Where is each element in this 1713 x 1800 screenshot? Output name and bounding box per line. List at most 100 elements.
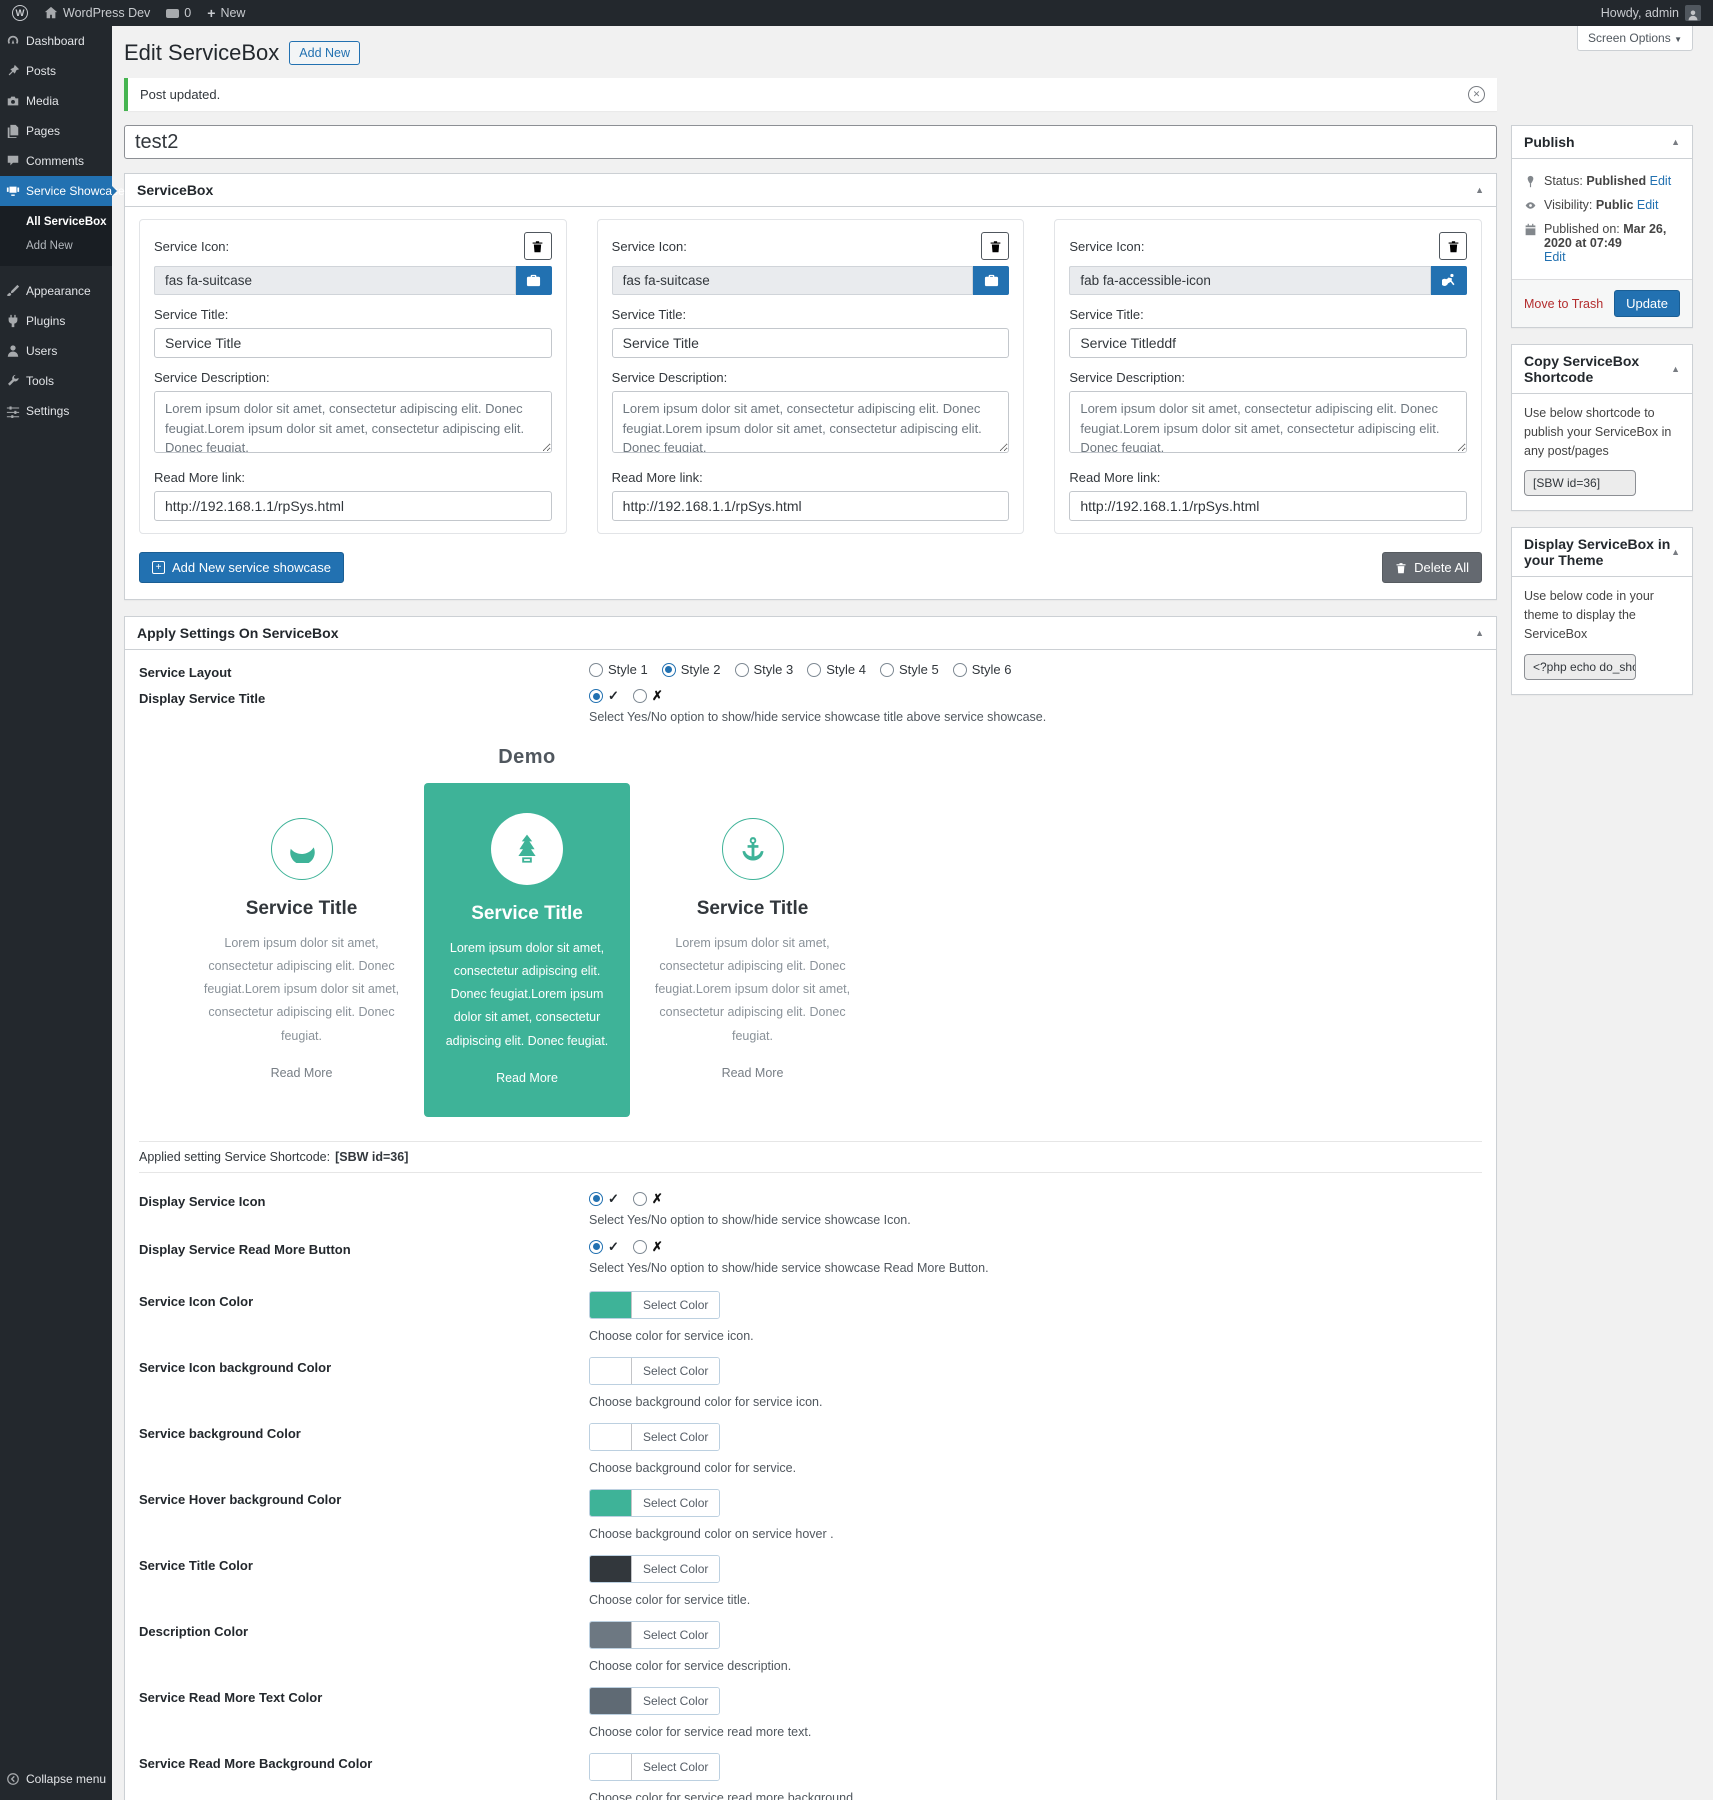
sidebar-item-tools[interactable]: Tools [0, 366, 112, 396]
user-icon [1688, 10, 1698, 21]
style-1-radio[interactable] [589, 662, 603, 677]
service-description-textarea[interactable]: Lorem ipsum dolor sit amet, consectetur … [154, 391, 552, 453]
demo-read-more-link[interactable]: Read More [270, 1065, 333, 1080]
delete-all-button[interactable]: Delete All [1382, 552, 1482, 583]
sidebar-item-settings[interactable]: Settings [0, 396, 112, 426]
service-title-input[interactable] [611, 328, 1010, 358]
plug-icon [8, 314, 18, 328]
color-picker-button[interactable]: Select Color [589, 1554, 721, 1583]
collapse-toggle-icon[interactable]: ▲ [1671, 364, 1680, 374]
post-title-input[interactable] [124, 125, 1497, 159]
no-radio[interactable] [632, 689, 647, 703]
add-new-button[interactable]: Add New [289, 41, 361, 65]
service-icon-input[interactable] [1069, 266, 1432, 295]
dismiss-notice-icon[interactable]: ✕ [1468, 86, 1485, 103]
collapse-menu-button[interactable]: Collapse menu [0, 1764, 112, 1794]
sidebar-item-media[interactable]: Media [0, 86, 112, 116]
yes-radio[interactable] [589, 1239, 603, 1254]
style-3-radio[interactable] [734, 662, 749, 677]
page-title: Edit ServiceBox [124, 40, 280, 65]
color-picker-button[interactable]: Select Color [589, 1752, 721, 1781]
service-icon-color-row: Service Icon Color Select Color Choose c… [139, 1290, 1482, 1343]
edit-status-link[interactable]: Edit [1649, 174, 1672, 188]
published-value: Mar 26, 2020 at 07:49 [1544, 222, 1667, 250]
demo-card-desc: Lorem ipsum dolor sit amet, consectetur … [445, 941, 609, 1048]
sidebar-item-dashboard[interactable]: Dashboard [0, 26, 112, 56]
read-more-link-input[interactable] [611, 491, 1010, 521]
color-picker-button[interactable]: Select Color [589, 1356, 721, 1385]
publish-box: Publish ▲ Status: Published Edit Visibil… [1511, 125, 1693, 328]
avatar[interactable] [1685, 5, 1701, 21]
collapse-toggle-icon[interactable]: ▲ [1475, 185, 1484, 195]
sidebar-item-users[interactable]: Users [0, 336, 112, 366]
demo-read-more-link[interactable]: Read More [721, 1065, 784, 1080]
service-title-input[interactable] [154, 328, 552, 358]
sidebar-item-pages[interactable]: Pages [0, 116, 112, 146]
style-6-radio[interactable] [952, 662, 967, 677]
color-picker-button[interactable]: Select Color [589, 1488, 721, 1517]
demo-card-3: Service Title Lorem ipsum dolor sit amet… [640, 818, 865, 1082]
service-description-textarea[interactable]: Lorem ipsum dolor sit amet, consectetur … [1069, 391, 1468, 453]
icon-picker-button[interactable] [1431, 266, 1468, 295]
add-new-service-showcase-button[interactable]: + Add New service showcase [139, 552, 344, 583]
delete-card-button[interactable] [981, 232, 1010, 260]
submenu-add-new[interactable]: Add New [26, 240, 73, 252]
submenu-all-servicebox[interactable]: All ServiceBox [26, 216, 107, 228]
service-icon-input[interactable] [154, 266, 516, 295]
delete-card-button[interactable] [1439, 232, 1468, 260]
screen-options-button[interactable]: Screen Options ▼ [1577, 26, 1693, 51]
metabox-title: Apply Settings On ServiceBox [137, 625, 339, 641]
my-account-menu[interactable]: Howdy, admin [1601, 6, 1679, 20]
collapse-arrow-icon [7, 1773, 19, 1785]
style-4-radio[interactable] [807, 662, 822, 677]
style-5-radio[interactable] [880, 662, 894, 677]
no-radio[interactable] [632, 1191, 647, 1206]
style-2-radio[interactable] [661, 662, 676, 677]
service-card-3: Service Icon: Service Title: Service Des… [1054, 219, 1483, 534]
yes-radio[interactable] [589, 1191, 603, 1206]
sidebar-item-plugins[interactable]: Plugins [0, 306, 112, 336]
collapse-toggle-icon[interactable]: ▲ [1671, 137, 1680, 147]
service-title-input[interactable] [1069, 328, 1468, 358]
delete-card-button[interactable] [523, 232, 552, 260]
no-radio[interactable] [632, 1239, 647, 1254]
radio-label: Style 1 [608, 662, 648, 677]
wordpress-logo-menu[interactable]: W [12, 5, 28, 21]
sidebar-item-posts[interactable]: Posts [0, 56, 112, 86]
icon-picker-button[interactable] [515, 266, 552, 295]
check-icon: ✓ [608, 1190, 619, 1206]
collapse-toggle-icon[interactable]: ▲ [1475, 628, 1484, 638]
published-label: Published on: [1544, 222, 1620, 236]
service-description-textarea[interactable]: Lorem ipsum dolor sit amet, consectetur … [611, 391, 1010, 453]
edit-published-link[interactable]: Edit [1544, 250, 1566, 264]
color-picker-button[interactable]: Select Color [589, 1686, 721, 1715]
apply-settings-metabox: Apply Settings On ServiceBox ▲ Service L… [124, 616, 1497, 1800]
shortcode-value-input[interactable]: [SBW id=36] [1524, 470, 1636, 497]
color-swatch [590, 1423, 632, 1450]
comments-bubble[interactable]: 0 [166, 6, 191, 20]
edit-visibility-link[interactable]: Edit [1636, 198, 1659, 212]
theme-code-input[interactable]: <?php echo do_shortcode [1524, 653, 1636, 680]
collapse-toggle-icon[interactable]: ▲ [1671, 547, 1680, 558]
sidebar-item-service-showcase[interactable]: Service Showcase [0, 176, 125, 206]
read-more-link-input[interactable] [1069, 491, 1468, 521]
site-name-link[interactable]: WordPress Dev [44, 6, 150, 20]
publish-title: Publish [1524, 134, 1575, 150]
service-icon-input[interactable] [611, 266, 974, 295]
color-picker-button[interactable]: Select Color [589, 1620, 721, 1649]
color-swatch [590, 1357, 632, 1384]
new-content-menu[interactable]: + New [207, 5, 245, 21]
update-button[interactable]: Update [1614, 290, 1680, 317]
sidebar-item-label: Settings [26, 404, 70, 418]
move-to-trash-link[interactable]: Move to Trash [1524, 296, 1604, 311]
color-picker-button[interactable]: Select Color [589, 1290, 721, 1319]
sidebar-item-comments[interactable]: Comments [0, 146, 112, 176]
icon-picker-button[interactable] [973, 266, 1010, 295]
read-more-link-input[interactable] [154, 491, 552, 521]
suitcase-icon [984, 274, 998, 287]
color-picker-button[interactable]: Select Color [589, 1422, 721, 1451]
yes-radio[interactable] [589, 689, 603, 703]
sidebar-item-appearance[interactable]: Appearance [0, 276, 112, 306]
demo-read-more-link[interactable]: Read More [496, 1070, 558, 1085]
setting-label: Display Service Icon [139, 1193, 266, 1209]
